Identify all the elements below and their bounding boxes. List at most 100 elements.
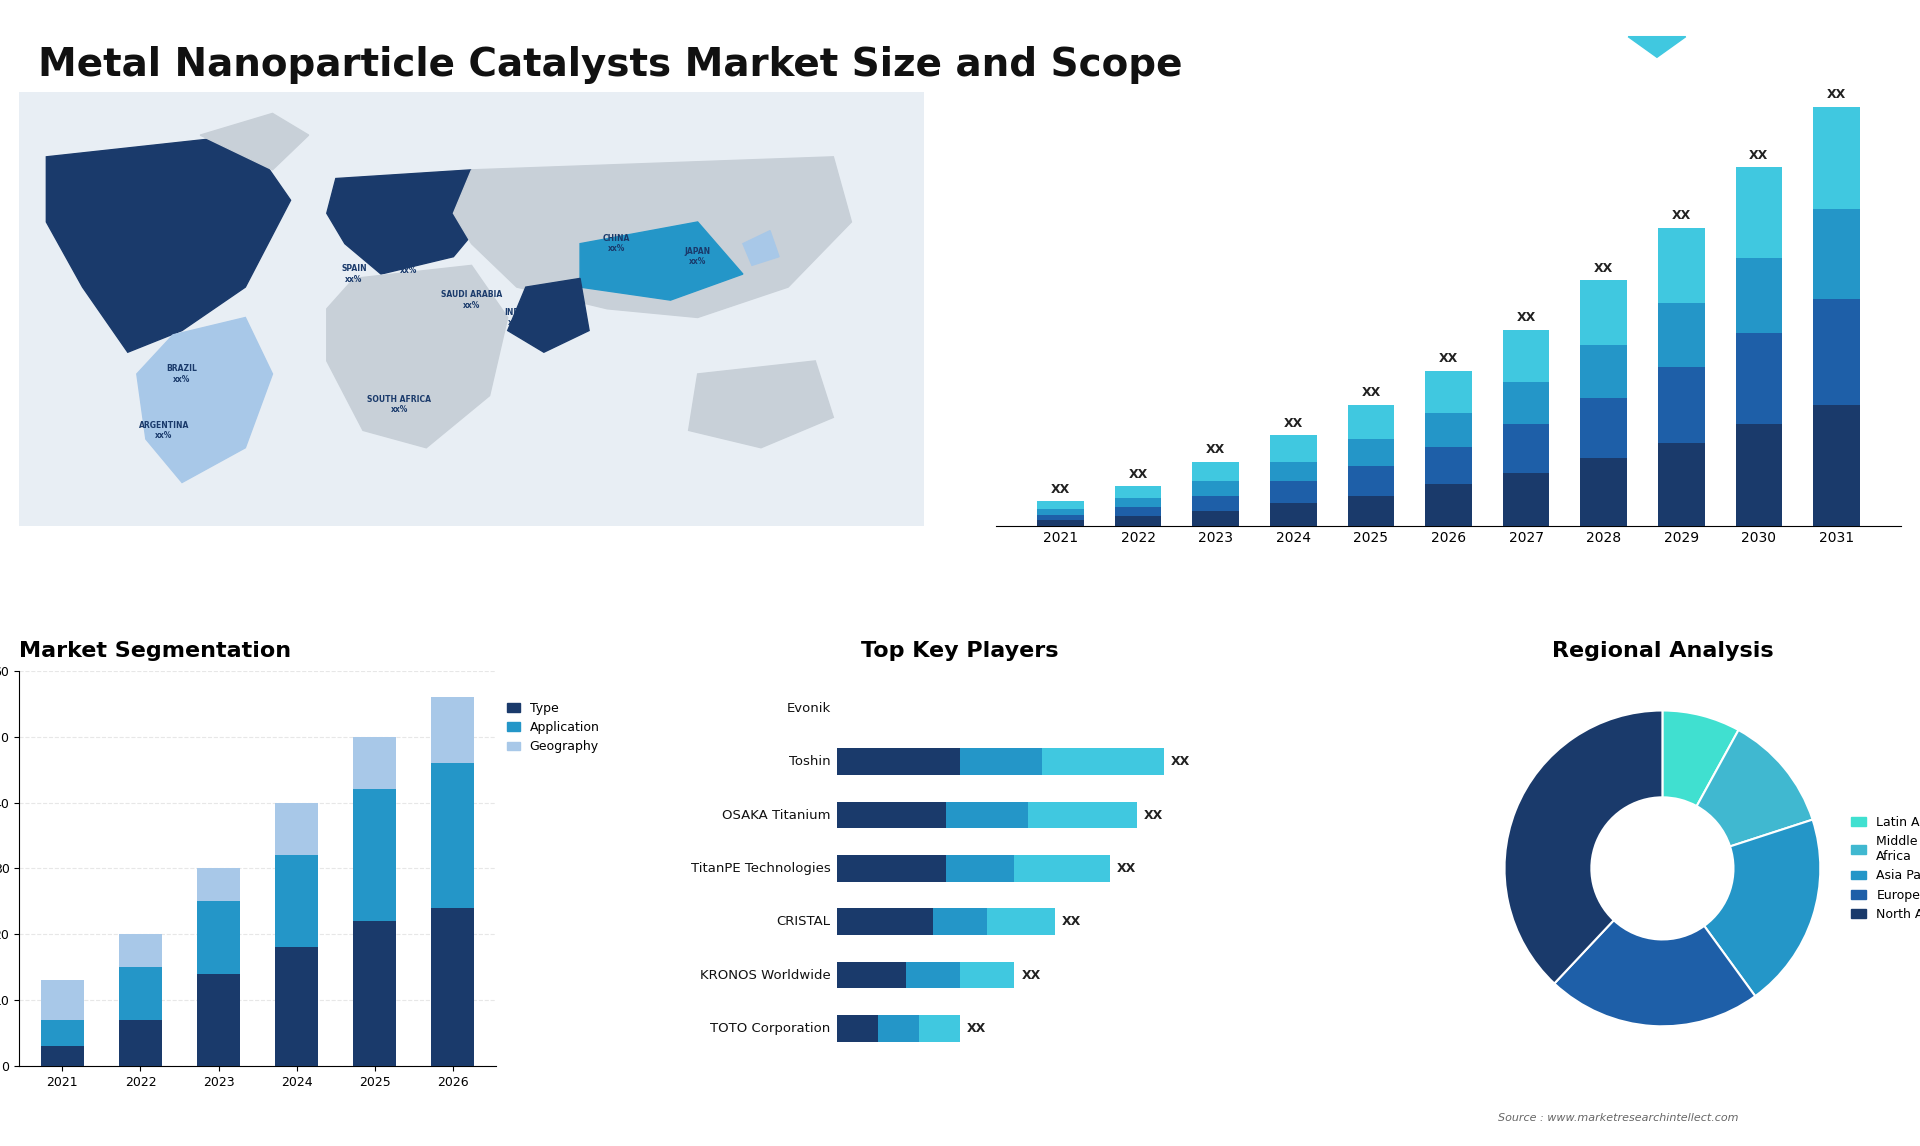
- Bar: [837, 748, 960, 775]
- Text: MARKET
RESEARCH
INTELLECT: MARKET RESEARCH INTELLECT: [1709, 45, 1766, 81]
- Bar: [1116, 486, 1162, 497]
- Bar: [1503, 473, 1549, 526]
- Bar: [1812, 299, 1860, 405]
- Wedge shape: [1505, 711, 1663, 983]
- Bar: [960, 961, 1014, 989]
- Bar: [1503, 330, 1549, 383]
- Bar: [1580, 345, 1626, 398]
- Bar: [432, 763, 474, 908]
- Bar: [947, 802, 1027, 829]
- Bar: [1659, 368, 1705, 442]
- Text: U.S.
xx%: U.S. xx%: [92, 256, 109, 275]
- Bar: [1348, 405, 1394, 439]
- Text: XX: XX: [1517, 311, 1536, 324]
- Bar: [1659, 442, 1705, 526]
- Bar: [40, 1046, 84, 1066]
- Bar: [837, 909, 933, 935]
- Bar: [1503, 424, 1549, 473]
- Bar: [1659, 228, 1705, 304]
- Bar: [1116, 507, 1162, 517]
- Bar: [1580, 398, 1626, 458]
- Text: XX: XX: [1361, 386, 1380, 400]
- Bar: [1736, 333, 1782, 424]
- Text: XX: XX: [968, 1022, 987, 1035]
- Bar: [960, 748, 1043, 775]
- Bar: [1348, 465, 1394, 496]
- Bar: [198, 974, 240, 1066]
- Bar: [1812, 107, 1860, 209]
- Bar: [119, 934, 161, 967]
- Bar: [1659, 304, 1705, 368]
- Bar: [837, 855, 947, 881]
- Polygon shape: [689, 361, 833, 448]
- Text: Metal Nanoparticle Catalysts Market Size and Scope: Metal Nanoparticle Catalysts Market Size…: [38, 46, 1183, 84]
- Text: CRISTAL: CRISTAL: [776, 916, 831, 928]
- Bar: [353, 790, 396, 921]
- Text: XX: XX: [1050, 482, 1069, 496]
- Bar: [1192, 511, 1238, 526]
- Bar: [1812, 405, 1860, 526]
- Text: XX: XX: [1062, 916, 1081, 928]
- Title: Top Key Players: Top Key Players: [862, 641, 1058, 661]
- Text: JAPAN
xx%: JAPAN xx%: [685, 248, 710, 266]
- Bar: [1425, 447, 1473, 485]
- Wedge shape: [1663, 711, 1738, 806]
- Text: XX: XX: [1672, 209, 1692, 222]
- Bar: [947, 855, 1014, 881]
- Bar: [877, 1015, 920, 1042]
- Text: XX: XX: [1594, 261, 1613, 275]
- Text: TOTO Corporation: TOTO Corporation: [710, 1022, 831, 1035]
- Text: XX: XX: [1144, 809, 1164, 822]
- Text: XX: XX: [1171, 755, 1190, 768]
- Text: XX: XX: [1021, 968, 1041, 982]
- Polygon shape: [326, 266, 507, 448]
- Bar: [837, 1015, 877, 1042]
- Bar: [1116, 497, 1162, 507]
- Polygon shape: [200, 113, 309, 170]
- Bar: [275, 948, 319, 1066]
- Text: GERMANY
xx%: GERMANY xx%: [396, 204, 438, 223]
- Bar: [1736, 424, 1782, 526]
- Bar: [275, 855, 319, 948]
- Title: Regional Analysis: Regional Analysis: [1551, 641, 1774, 661]
- Text: FRANCE
xx%: FRANCE xx%: [346, 234, 380, 253]
- Bar: [1269, 480, 1317, 503]
- Text: XX: XX: [1129, 468, 1148, 480]
- Text: Market Segmentation: Market Segmentation: [19, 641, 292, 661]
- Text: XX: XX: [1117, 862, 1137, 874]
- Bar: [1192, 496, 1238, 511]
- Bar: [198, 869, 240, 901]
- Bar: [1192, 462, 1238, 480]
- Bar: [837, 802, 947, 829]
- Bar: [1037, 520, 1085, 526]
- Bar: [1014, 855, 1110, 881]
- Bar: [432, 697, 474, 763]
- Text: INDIA
xx%: INDIA xx%: [505, 308, 530, 328]
- Wedge shape: [1555, 920, 1755, 1027]
- Bar: [1580, 458, 1626, 526]
- Text: XX: XX: [1438, 353, 1457, 366]
- Text: KRONOS Worldwide: KRONOS Worldwide: [701, 968, 831, 982]
- Wedge shape: [1697, 730, 1812, 847]
- Bar: [1580, 281, 1626, 345]
- Bar: [920, 1015, 960, 1042]
- Text: ARGENTINA
xx%: ARGENTINA xx%: [138, 421, 190, 440]
- Legend: Type, Application, Geography: Type, Application, Geography: [503, 697, 605, 759]
- Bar: [1037, 502, 1085, 509]
- Text: Evonik: Evonik: [787, 701, 831, 715]
- Text: SPAIN
xx%: SPAIN xx%: [342, 265, 367, 284]
- Text: MEXICO
xx%: MEXICO xx%: [111, 299, 144, 319]
- Text: SOUTH AFRICA
xx%: SOUTH AFRICA xx%: [367, 394, 432, 414]
- Bar: [1736, 167, 1782, 258]
- Text: U.K.
xx%: U.K. xx%: [353, 204, 372, 223]
- Text: Source : www.marketresearchintellect.com: Source : www.marketresearchintellect.com: [1498, 1113, 1738, 1123]
- Legend: Latin America, Middle East &
Africa, Asia Pacific, Europe, North America: Latin America, Middle East & Africa, Asi…: [1847, 811, 1920, 926]
- Bar: [1812, 209, 1860, 299]
- Text: ITALY
xx%: ITALY xx%: [397, 256, 419, 275]
- Bar: [1027, 802, 1137, 829]
- Text: OSAKA Titanium: OSAKA Titanium: [722, 809, 831, 822]
- Bar: [1503, 383, 1549, 424]
- Bar: [1043, 748, 1164, 775]
- Polygon shape: [1628, 40, 1703, 74]
- Bar: [40, 1020, 84, 1046]
